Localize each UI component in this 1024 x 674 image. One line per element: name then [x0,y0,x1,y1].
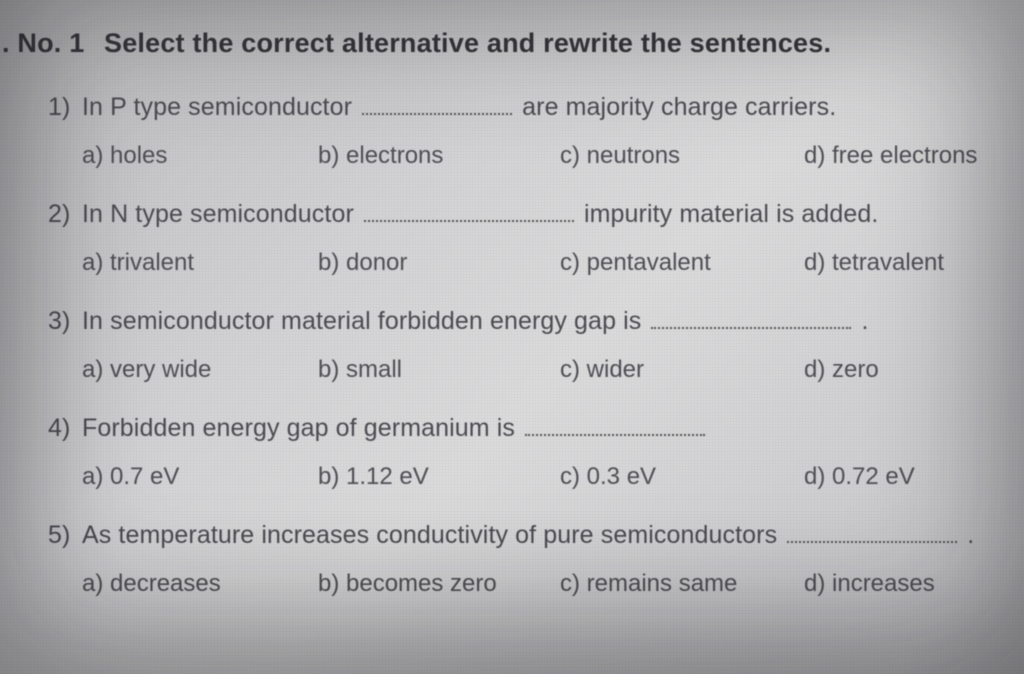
option-b: b) 1.12 eV [318,463,560,491]
options-row: a) 0.7 eV b) 1.12 eV c) 0.3 eV d) 0.72 e… [82,463,1004,491]
option-c: c) 0.3 eV [560,463,804,491]
option-d: d) 0.72 eV [804,463,915,491]
stem-pre: In N type semiconductor [82,200,361,228]
option-a: a) 0.7 eV [82,463,318,491]
option-b: b) small [318,356,560,384]
options-row: a) trivalent b) donor c) pentavalent d) … [82,249,1004,277]
question-4: 4)Forbidden energy gap of germanium is a… [48,414,1004,491]
option-b: b) donor [318,249,560,277]
question-number: 3) [48,307,82,336]
fill-blank [364,208,574,222]
question-5: 5)As temperature increases conductivity … [48,521,1004,598]
options-row: a) decreases b) becomes zero c) remains … [82,570,1004,598]
question-stem: 5)As temperature increases conductivity … [48,521,1004,550]
fill-blank [525,422,705,436]
fill-blank [362,101,512,115]
worksheet-page: . No. 1Select the correct alternative an… [0,0,1024,674]
option-c: c) remains same [560,570,804,598]
option-a: a) trivalent [82,249,318,277]
stem-post: are majority charge carriers. [515,93,836,121]
fill-blank [787,529,957,543]
stem-pre: In P type semiconductor [82,93,359,121]
option-b: b) electrons [318,142,560,170]
question-number: 5) [48,521,82,550]
option-c: c) pentavalent [560,249,804,277]
question-number: 4) [48,414,82,443]
question-number: 2) [48,200,82,229]
options-row: a) very wide b) small c) wider d) zero [82,356,1004,384]
stem-pre: In semiconductor material forbidden ener… [82,307,648,335]
option-d: d) free electrons [804,142,977,170]
question-number: 1) [48,93,82,122]
option-d: d) zero [804,356,879,384]
option-d: d) tetravalent [804,249,944,277]
section-instruction: Select the correct alternative and rewri… [104,28,831,58]
stem-pre: As temperature increases conductivity of… [82,521,784,549]
option-a: a) decreases [82,570,318,598]
option-c: c) wider [560,356,804,384]
section-heading: . No. 1Select the correct alternative an… [0,28,1004,59]
question-stem: 1)In P type semiconductor are majority c… [48,93,1004,122]
question-3: 3)In semiconductor material forbidden en… [48,307,1004,384]
stem-post: . [854,307,868,335]
option-c: c) neutrons [560,142,804,170]
stem-pre: Forbidden energy gap of germanium is [82,414,522,442]
question-1: 1)In P type semiconductor are majority c… [48,93,1004,170]
question-stem: 4)Forbidden energy gap of germanium is [48,414,1004,443]
section-number: . No. 1 [0,28,104,59]
question-stem: 2)In N type semiconductor impurity mater… [48,200,1004,229]
question-stem: 3)In semiconductor material forbidden en… [48,307,1004,336]
option-a: a) holes [82,142,318,170]
stem-post: impurity material is added. [577,200,879,228]
option-b: b) becomes zero [318,570,560,598]
fill-blank [651,315,851,329]
options-row: a) holes b) electrons c) neutrons d) fre… [82,142,1004,170]
option-a: a) very wide [82,356,318,384]
option-d: d) increases [804,570,935,598]
stem-post: . [960,521,974,549]
question-2: 2)In N type semiconductor impurity mater… [48,200,1004,277]
